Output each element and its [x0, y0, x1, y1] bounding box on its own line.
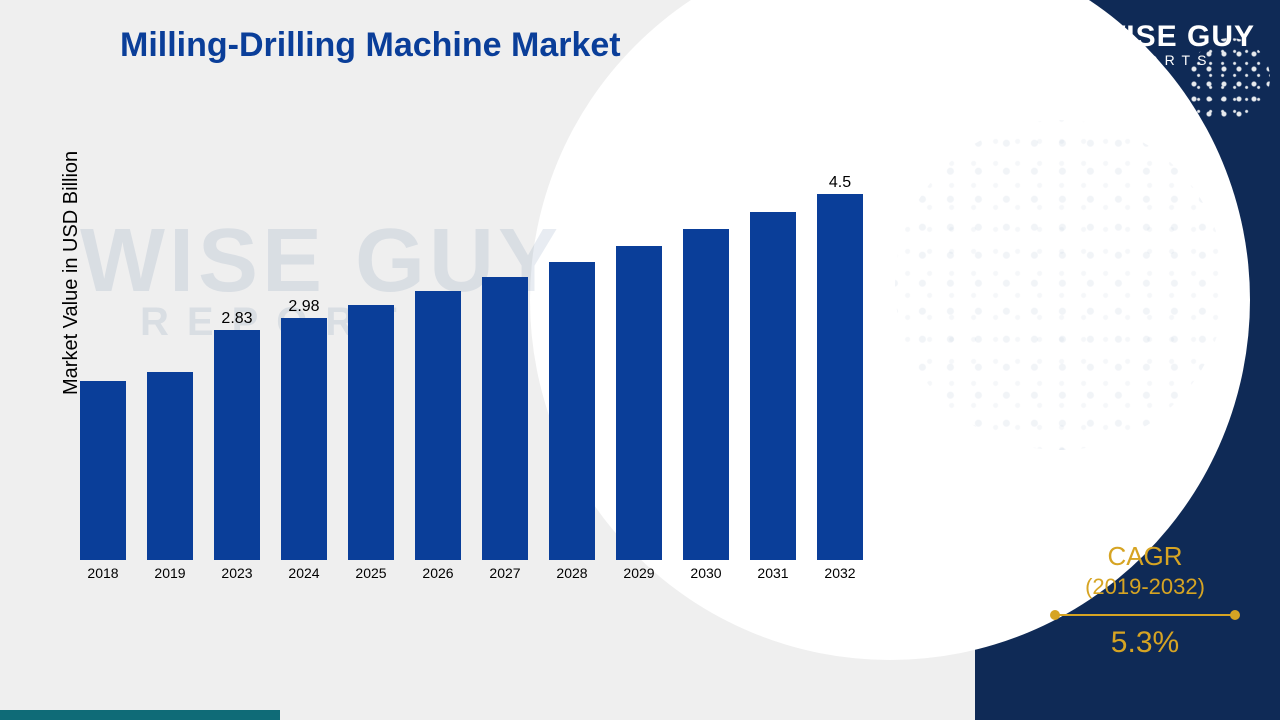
bar-rect — [616, 246, 662, 560]
bar-rect — [80, 381, 126, 560]
bar-2029 — [616, 246, 662, 560]
bar-2031 — [750, 212, 796, 560]
xtick-2030: 2030 — [690, 565, 721, 581]
cagr-divider — [1055, 614, 1235, 616]
cagr-title: CAGR — [1055, 541, 1235, 572]
bar-rect — [214, 330, 260, 560]
bar-2026 — [415, 291, 461, 560]
xtick-2023: 2023 — [221, 565, 252, 581]
xtick-2025: 2025 — [355, 565, 386, 581]
xtick-2031: 2031 — [757, 565, 788, 581]
bar-rect — [348, 305, 394, 560]
bar-rect — [482, 277, 528, 560]
bar-rect — [549, 262, 595, 560]
bar-rect — [281, 318, 327, 560]
x-axis-ticks: 2018 2019 2023 2024 2025 2026 2027 2028 2029 2030… — [80, 565, 880, 585]
xtick-2026: 2026 — [422, 565, 453, 581]
xtick-2029: 2029 — [623, 565, 654, 581]
plot-area: 2.83 2.98 4.5 — [80, 170, 880, 560]
cagr-value: 5.3% — [1055, 626, 1235, 660]
brand-head-icon — [1190, 38, 1270, 118]
bar-chart: 2.83 2.98 4.5 — [80, 170, 880, 560]
bar-rect — [147, 372, 193, 561]
report-infographic: WISE GUY REPORTS Milling-Drilling Machin… — [0, 0, 1280, 720]
bar-2028 — [549, 262, 595, 560]
bar-rect — [683, 229, 729, 560]
xtick-2019: 2019 — [154, 565, 185, 581]
bar-rect — [817, 194, 863, 560]
brand-logo: WISE GUY REPORTS — [1097, 20, 1255, 68]
xtick-2028: 2028 — [556, 565, 587, 581]
bar-value-label: 2.98 — [288, 298, 319, 316]
bar-rect — [415, 291, 461, 560]
bar-rect — [750, 212, 796, 560]
xtick-2024: 2024 — [288, 565, 319, 581]
bar-value-label: 4.5 — [829, 174, 851, 192]
chart-title: Milling-Drilling Machine Market — [120, 26, 621, 65]
bar-2025 — [348, 305, 394, 560]
cagr-block: CAGR (2019-2032) 5.3% — [1055, 541, 1235, 660]
bar-2024: 2.98 — [281, 298, 327, 560]
bar-value-label: 2.83 — [221, 310, 252, 328]
bar-2030 — [683, 229, 729, 560]
xtick-2018: 2018 — [87, 565, 118, 581]
xtick-2032: 2032 — [824, 565, 855, 581]
cagr-range: (2019-2032) — [1055, 574, 1235, 600]
bar-2019 — [147, 372, 193, 561]
xtick-2027: 2027 — [489, 565, 520, 581]
bar-2027 — [482, 277, 528, 560]
bar-2032: 4.5 — [817, 174, 863, 560]
bar-2018 — [80, 381, 126, 560]
footer-accent-bar — [0, 710, 280, 720]
bar-2023: 2.83 — [214, 310, 260, 560]
